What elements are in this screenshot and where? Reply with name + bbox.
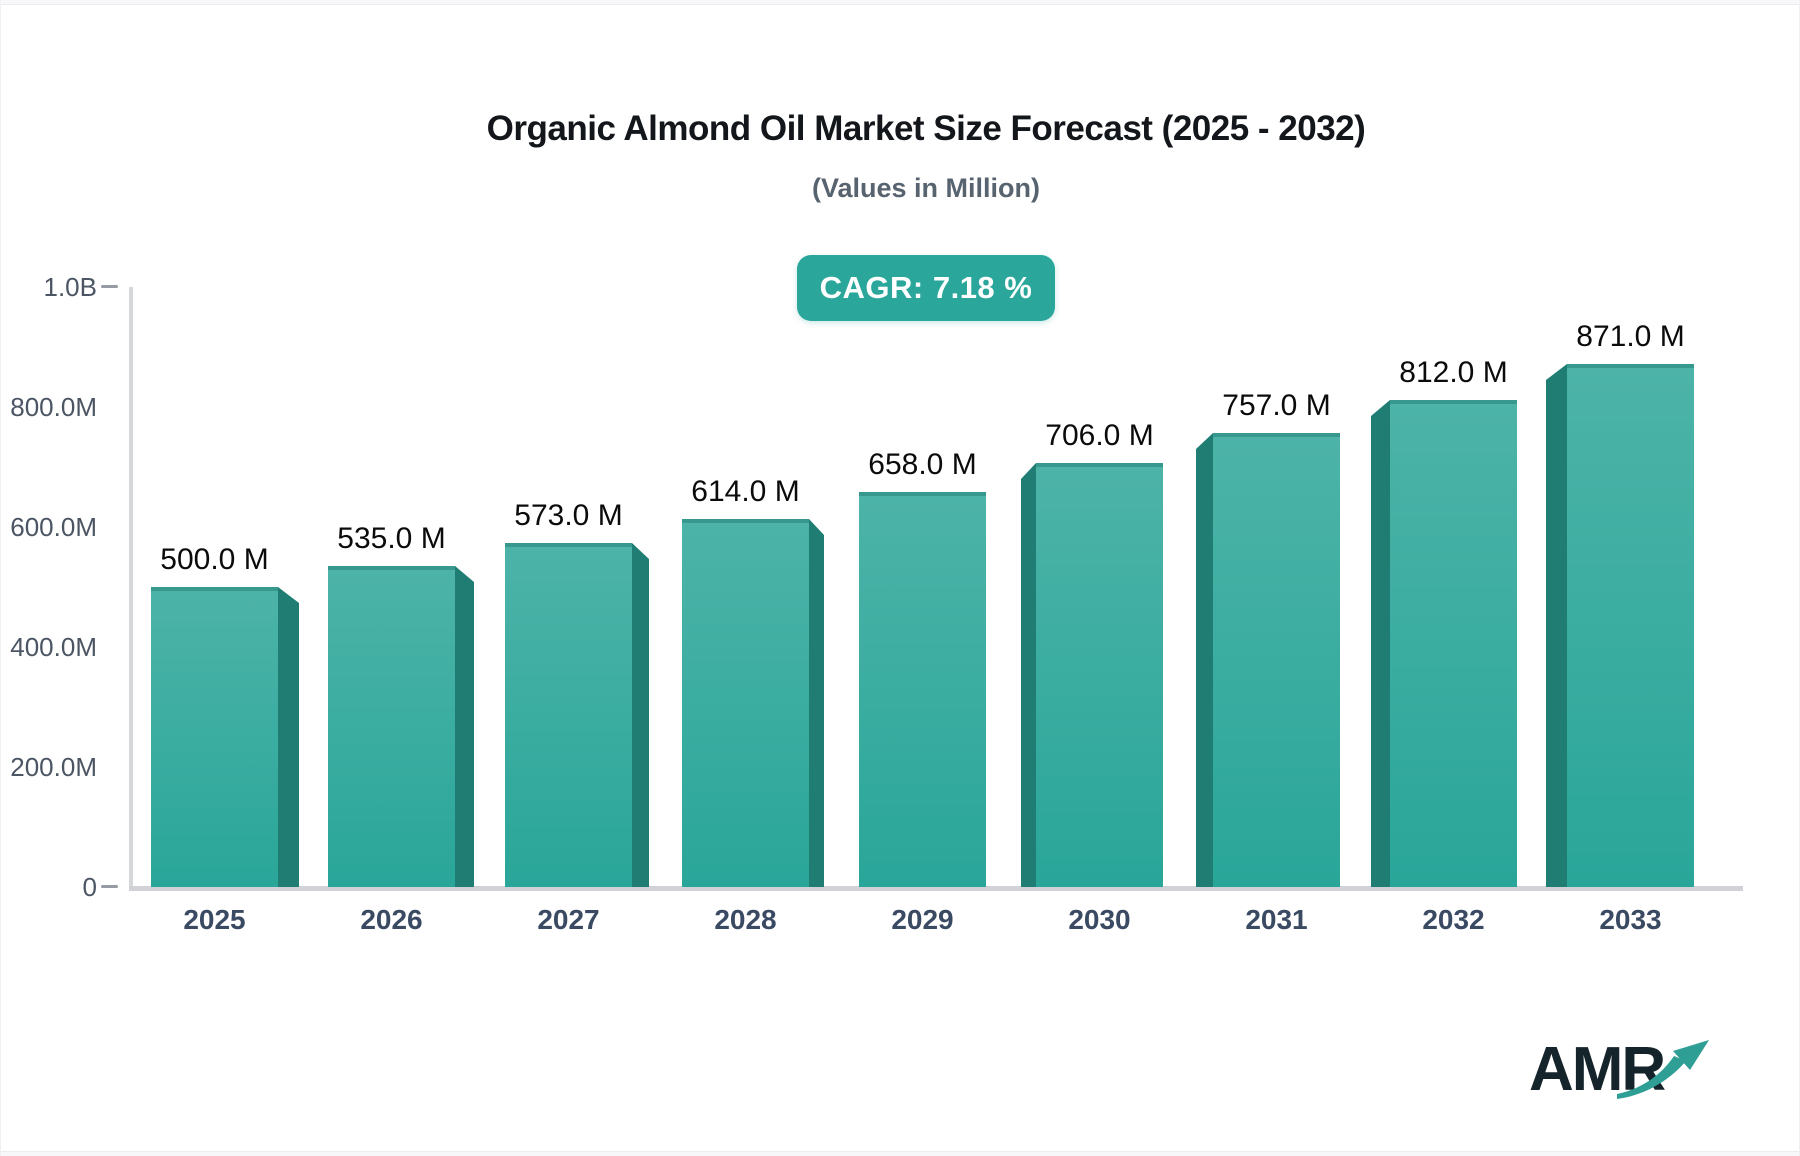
page-bottom-strip bbox=[1, 1151, 1799, 1156]
bar-value-label: 757.0 M bbox=[1222, 389, 1331, 422]
y-axis-label: 0 bbox=[82, 872, 97, 902]
x-axis-label: 2026 bbox=[360, 904, 423, 935]
bar bbox=[682, 519, 809, 887]
x-axis-label: 2033 bbox=[1599, 904, 1662, 935]
y-axis-tick bbox=[101, 885, 118, 888]
bar-side-face bbox=[455, 566, 474, 887]
y-axis-label: 800.0M bbox=[10, 392, 97, 422]
bar-side-face bbox=[1546, 364, 1567, 887]
y-axis-line bbox=[129, 287, 133, 890]
bar bbox=[505, 543, 632, 887]
trending-up-arrow-icon bbox=[1617, 1040, 1709, 1099]
bar bbox=[1036, 463, 1163, 887]
amr-logo: AMR bbox=[1529, 1034, 1709, 1110]
bar-value-label: 812.0 M bbox=[1399, 356, 1508, 389]
y-axis-label: 400.0M bbox=[10, 632, 97, 662]
bar-value-label: 535.0 M bbox=[337, 522, 446, 555]
bar-value-label: 871.0 M bbox=[1576, 320, 1685, 353]
y-axis-label: 600.0M bbox=[10, 512, 97, 542]
bar-value-label: 706.0 M bbox=[1045, 419, 1154, 452]
bar bbox=[1567, 364, 1694, 887]
x-axis-label: 2032 bbox=[1422, 904, 1485, 935]
bar-side-face bbox=[1021, 463, 1036, 887]
bar-side-face bbox=[809, 519, 824, 887]
chart-subtitle: (Values in Million) bbox=[811, 173, 1041, 203]
x-axis-label: 2025 bbox=[183, 904, 246, 935]
x-axis-label: 2029 bbox=[891, 904, 954, 935]
x-axis-label: 2030 bbox=[1068, 904, 1131, 935]
bar-side-face bbox=[1196, 433, 1213, 887]
bar-side-face bbox=[278, 587, 299, 887]
y-axis-tick bbox=[101, 285, 118, 288]
y-axis-label: 200.0M bbox=[10, 752, 97, 782]
bar bbox=[1390, 400, 1517, 887]
bar bbox=[859, 492, 986, 887]
x-axis-label: 2031 bbox=[1245, 904, 1308, 935]
x-axis-line bbox=[129, 886, 1743, 891]
amr-logo-text: AMR bbox=[1529, 1035, 1666, 1104]
cagr-badge: CAGR: 7.18 % bbox=[797, 255, 1055, 321]
page-top-strip bbox=[1, 0, 1799, 5]
bar bbox=[151, 587, 278, 887]
bar-side-face bbox=[632, 543, 649, 887]
bar bbox=[328, 566, 455, 887]
bar-value-label: 658.0 M bbox=[868, 448, 977, 481]
bar bbox=[1213, 433, 1340, 887]
bar-value-label: 500.0 M bbox=[160, 543, 269, 576]
x-axis-label: 2027 bbox=[537, 904, 600, 935]
bar-side-face bbox=[1371, 400, 1390, 887]
bar-value-label: 573.0 M bbox=[514, 499, 623, 532]
bar-value-label: 614.0 M bbox=[691, 475, 800, 508]
y-axis-label: 1.0B bbox=[43, 272, 98, 302]
chart-title: Organic Almond Oil Market Size Forecast … bbox=[486, 109, 1366, 148]
x-axis-label: 2028 bbox=[714, 904, 777, 935]
